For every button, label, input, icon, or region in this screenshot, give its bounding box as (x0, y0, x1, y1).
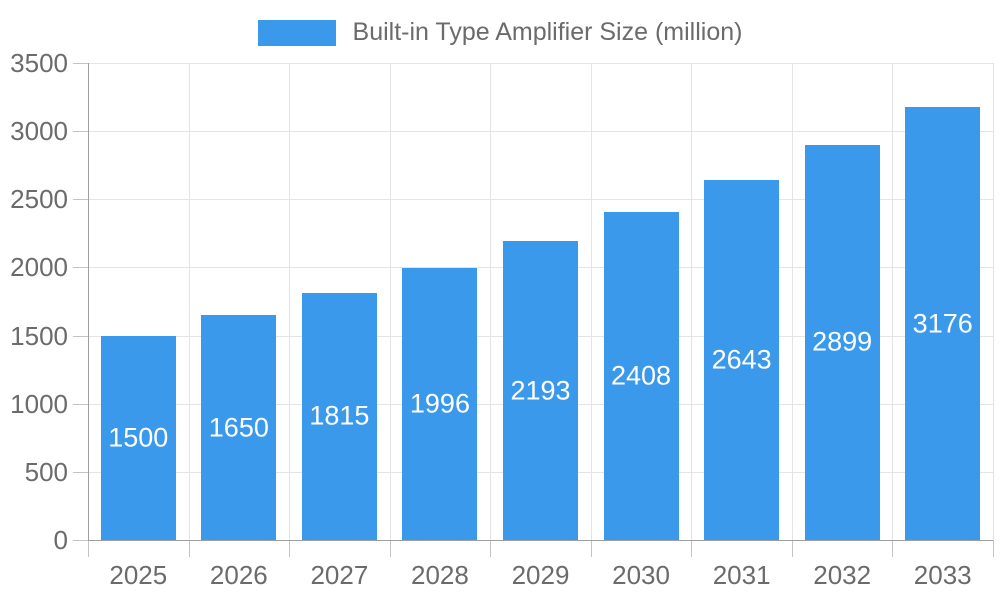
bar-value-label: 1500 (108, 422, 169, 453)
y-tick-mark (73, 540, 88, 541)
y-tick-mark (73, 403, 88, 405)
y-axis-tick-label: 3000 (10, 116, 68, 147)
bar[interactable] (905, 107, 981, 540)
y-tick-mark (73, 199, 88, 201)
bar[interactable] (603, 211, 679, 540)
x-axis-tick-label: 2031 (712, 560, 771, 590)
x-gridline (691, 63, 693, 540)
bar-value-label: 1996 (409, 388, 470, 419)
x-axis-tick-label: 2033 (913, 560, 972, 590)
y-axis-tick-label: 500 (24, 456, 68, 487)
x-tick-mark (389, 540, 391, 557)
x-axis-tick-label: 2030 (612, 560, 670, 590)
y-tick-mark (73, 471, 88, 473)
x-tick-mark (188, 540, 190, 557)
y-axis-tick-label: 1500 (10, 320, 68, 351)
bar[interactable] (100, 335, 176, 540)
y-tick-mark (73, 335, 88, 337)
x-axis-tick-label: 2032 (813, 560, 872, 590)
x-tick-mark (993, 540, 994, 557)
y-axis-tick-label: 0 (53, 525, 68, 555)
bar-value-label: 1815 (309, 400, 370, 431)
bar[interactable] (804, 144, 880, 540)
y-tick-mark (73, 131, 88, 133)
x-axis-tick-label: 2029 (511, 560, 570, 590)
bar[interactable] (301, 292, 377, 540)
y-gridline (88, 199, 993, 201)
x-axis-tick-label: 2026 (209, 560, 268, 590)
x-gridline (892, 63, 894, 540)
legend-label: Built-in Type Amplifier Size (million) (352, 18, 743, 46)
bar[interactable] (201, 315, 277, 540)
x-tick-mark (590, 540, 592, 557)
x-gridline (490, 63, 492, 540)
x-tick-mark (791, 540, 793, 557)
x-tick-mark (490, 540, 492, 557)
y-axis-tick-label: 2000 (10, 252, 68, 283)
y-gridline (88, 131, 993, 133)
y-axis-line (88, 63, 89, 540)
x-axis-tick-label: 2025 (109, 560, 168, 590)
x-gridline (590, 63, 592, 540)
y-axis-tick-label: 3500 (10, 48, 68, 78)
x-gridline (289, 63, 291, 540)
x-tick-mark (691, 540, 693, 557)
bar[interactable] (503, 241, 578, 540)
bar-value-label: 2408 (611, 360, 672, 391)
bar-value-label: 2899 (812, 326, 873, 357)
x-axis-tick-label: 2028 (411, 560, 469, 590)
x-axis-tick-label: 2027 (310, 560, 369, 590)
bar-value-label: 1650 (208, 412, 269, 443)
x-gridline (188, 63, 190, 540)
bar-value-label: 3176 (912, 308, 973, 339)
y-axis-tick-label: 2500 (10, 184, 68, 215)
bar[interactable] (402, 267, 478, 540)
bar[interactable] (704, 179, 780, 540)
legend-swatch (257, 19, 336, 46)
bar-value-label: 2193 (510, 375, 571, 406)
x-gridline (389, 63, 391, 540)
x-axis-line (88, 540, 993, 541)
x-tick-mark (892, 540, 894, 557)
x-tick-mark (289, 540, 291, 557)
plot-area: 0 500 1000 1500 2000 2500 3000 3500 1500 2025 1650… (10, 50, 994, 588)
x-gridline (993, 63, 994, 540)
x-gridline (791, 63, 793, 540)
y-tick-mark (73, 267, 88, 269)
bar-value-label: 2643 (711, 344, 772, 375)
y-gridline (88, 63, 993, 64)
chart-legend[interactable]: Built-in Type Amplifier Size (million) (0, 18, 1000, 47)
y-tick-mark (73, 63, 88, 64)
x-tick-mark (88, 540, 89, 557)
y-axis-tick-label: 1000 (10, 388, 68, 419)
